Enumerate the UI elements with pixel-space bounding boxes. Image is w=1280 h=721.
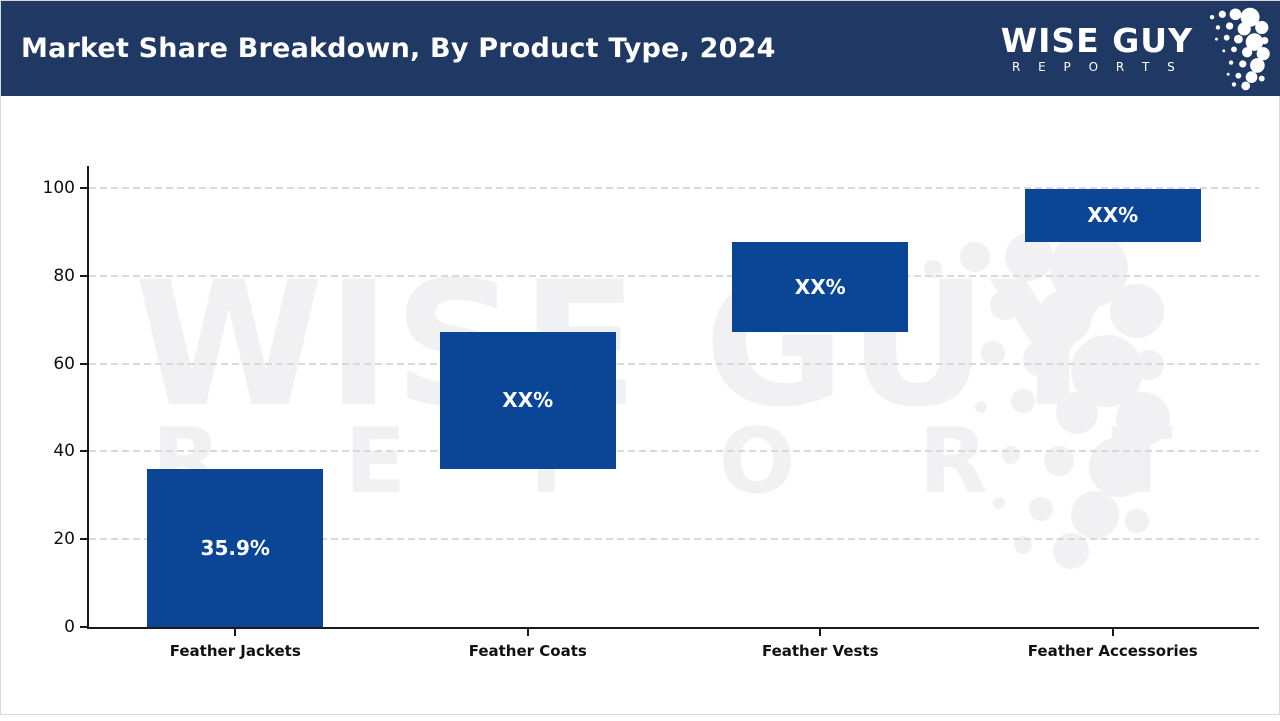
- y-tick-label-80: 80: [53, 265, 75, 286]
- bar-feather-jackets: 35.9%: [147, 469, 324, 627]
- x-tick-feather-accessories: [1111, 629, 1114, 636]
- y-tick-100: [80, 187, 87, 189]
- x-category-label-feather-coats: Feather Coats: [468, 642, 587, 660]
- bar-feather-accessories: XX%: [1024, 188, 1201, 242]
- gridline-40: [89, 450, 1259, 453]
- y-tick-0: [80, 626, 87, 628]
- logo-head-icon: [1197, 7, 1271, 91]
- logo-wordmark: WISE GUY: [1000, 20, 1193, 60]
- gridline-60: [89, 362, 1259, 365]
- gridline-20: [89, 538, 1259, 541]
- y-tick-20: [80, 538, 87, 541]
- x-tick-feather-vests: [819, 629, 822, 636]
- bar-value-label: XX%: [794, 274, 846, 299]
- y-tick-label-20: 20: [53, 529, 75, 550]
- bar-value-label: XX%: [502, 388, 554, 413]
- y-tick-label-0: 0: [64, 617, 75, 637]
- bar-value-label: XX%: [1087, 203, 1139, 228]
- y-tick-40: [80, 450, 87, 453]
- bar-feather-coats: XX%: [439, 331, 616, 470]
- y-tick-label-60: 60: [53, 353, 75, 374]
- header-bar: Market Share Breakdown, By Product Type,…: [1, 1, 1280, 96]
- x-category-label-feather-vests: Feather Vests: [761, 642, 879, 660]
- x-tick-feather-jackets: [234, 629, 237, 636]
- y-axis-line: [87, 166, 89, 629]
- bar-feather-vests: XX%: [732, 241, 909, 332]
- gridline-80: [89, 274, 1259, 277]
- x-tick-feather-coats: [526, 629, 529, 636]
- bar-value-label: 35.9%: [200, 536, 270, 561]
- wise-guy-logo: WISE GUY R E P O R T S: [1001, 7, 1280, 91]
- logo-subtext: R E P O R T S: [1011, 59, 1182, 74]
- y-tick-label-100: 100: [42, 178, 75, 198]
- x-category-label-feather-jackets: Feather Jackets: [169, 642, 301, 660]
- gridline-100: [89, 187, 1259, 189]
- chart-title: Market Share Breakdown, By Product Type,…: [21, 33, 776, 64]
- x-category-label-feather-accessories: Feather Accessories: [1027, 642, 1198, 660]
- y-tick-80: [80, 274, 87, 277]
- y-tick-60: [80, 362, 87, 365]
- x-axis-line: [87, 627, 1259, 629]
- y-tick-label-40: 40: [53, 441, 75, 462]
